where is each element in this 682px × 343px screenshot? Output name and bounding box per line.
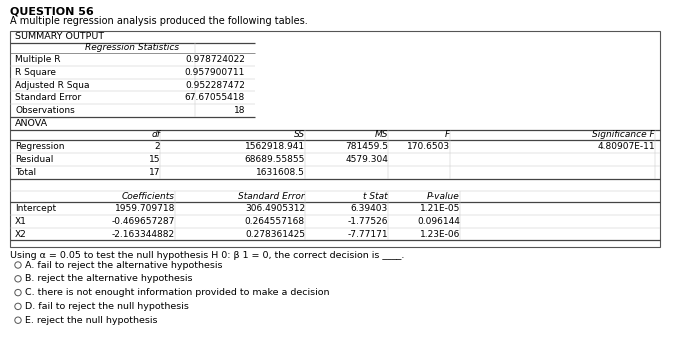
Text: Residual: Residual [15,155,53,164]
Circle shape [15,289,21,296]
Text: 1959.709718: 1959.709718 [115,204,175,213]
Text: Coefficients: Coefficients [122,192,175,201]
Text: 0.278361425: 0.278361425 [245,229,305,238]
Text: B. reject the alternative hypothesis: B. reject the alternative hypothesis [25,274,192,283]
Text: -0.469657287: -0.469657287 [112,217,175,226]
Text: Multiple R: Multiple R [15,55,61,64]
Text: 0.978724022: 0.978724022 [185,55,245,64]
Text: Adjusted R Squa: Adjusted R Squa [15,81,89,90]
Text: -7.77171: -7.77171 [347,229,388,238]
Text: 0.957900711: 0.957900711 [185,68,245,77]
Text: df: df [151,130,160,139]
Text: Using α = 0.05 to test the null hypothesis H 0: β 1 = 0, the correct decision is: Using α = 0.05 to test the null hypothes… [10,250,404,260]
Text: 1562918.941: 1562918.941 [245,142,305,151]
Text: 0.952287472: 0.952287472 [185,81,245,90]
Text: 17: 17 [149,168,160,177]
Text: F: F [445,130,450,139]
Text: 4.80907E-11: 4.80907E-11 [597,142,655,151]
Bar [10,31,660,247]
Text: 4579.304: 4579.304 [345,155,388,164]
Text: 306.4905312: 306.4905312 [245,204,305,213]
Text: C. there is not enought information provided to make a decision: C. there is not enought information prov… [25,288,329,297]
Text: R Square: R Square [15,68,56,77]
Circle shape [15,262,21,268]
Text: D. fail to reject the null hypothesis: D. fail to reject the null hypothesis [25,302,189,311]
Text: MS: MS [374,130,388,139]
Text: 1.23E-06: 1.23E-06 [419,229,460,238]
Text: Significance F: Significance F [593,130,655,139]
Text: -2.163344882: -2.163344882 [112,229,175,238]
Text: Standard Error: Standard Error [15,93,81,102]
Text: 2: 2 [154,142,160,151]
Text: 1631608.5: 1631608.5 [256,168,305,177]
Text: E. reject the null hypothesis: E. reject the null hypothesis [25,316,158,325]
Text: QUESTION 56: QUESTION 56 [10,6,93,16]
Text: 18: 18 [233,106,245,115]
Text: Intercept: Intercept [15,204,56,213]
Text: P-value: P-value [427,192,460,201]
Circle shape [15,275,21,282]
Text: 170.6503: 170.6503 [407,142,450,151]
Text: 1.21E-05: 1.21E-05 [419,204,460,213]
Circle shape [15,317,21,323]
Text: Standard Error: Standard Error [239,192,305,201]
Circle shape [15,303,21,310]
Text: ANOVA: ANOVA [15,119,48,128]
Text: Regression: Regression [15,142,65,151]
Text: -1.77526: -1.77526 [348,217,388,226]
Text: 0.264557168: 0.264557168 [245,217,305,226]
Text: 6.39403: 6.39403 [351,204,388,213]
Text: t Stat: t Stat [364,192,388,201]
Text: 781459.5: 781459.5 [345,142,388,151]
Text: 68689.55855: 68689.55855 [245,155,305,164]
Text: 15: 15 [149,155,160,164]
Text: X2: X2 [15,229,27,238]
Text: SS: SS [294,130,305,139]
Text: A multiple regression analysis produced the following tables.: A multiple regression analysis produced … [10,16,308,26]
Text: SUMMARY OUTPUT: SUMMARY OUTPUT [15,32,104,41]
Text: Regression Statistics: Regression Statistics [85,43,179,52]
Text: 0.096144: 0.096144 [417,217,460,226]
Text: X1: X1 [15,217,27,226]
Text: 67.67055418: 67.67055418 [185,93,245,102]
Text: A. fail to reject the alternative hypothesis: A. fail to reject the alternative hypoth… [25,260,222,270]
Text: Total: Total [15,168,36,177]
Text: Observations: Observations [15,106,75,115]
